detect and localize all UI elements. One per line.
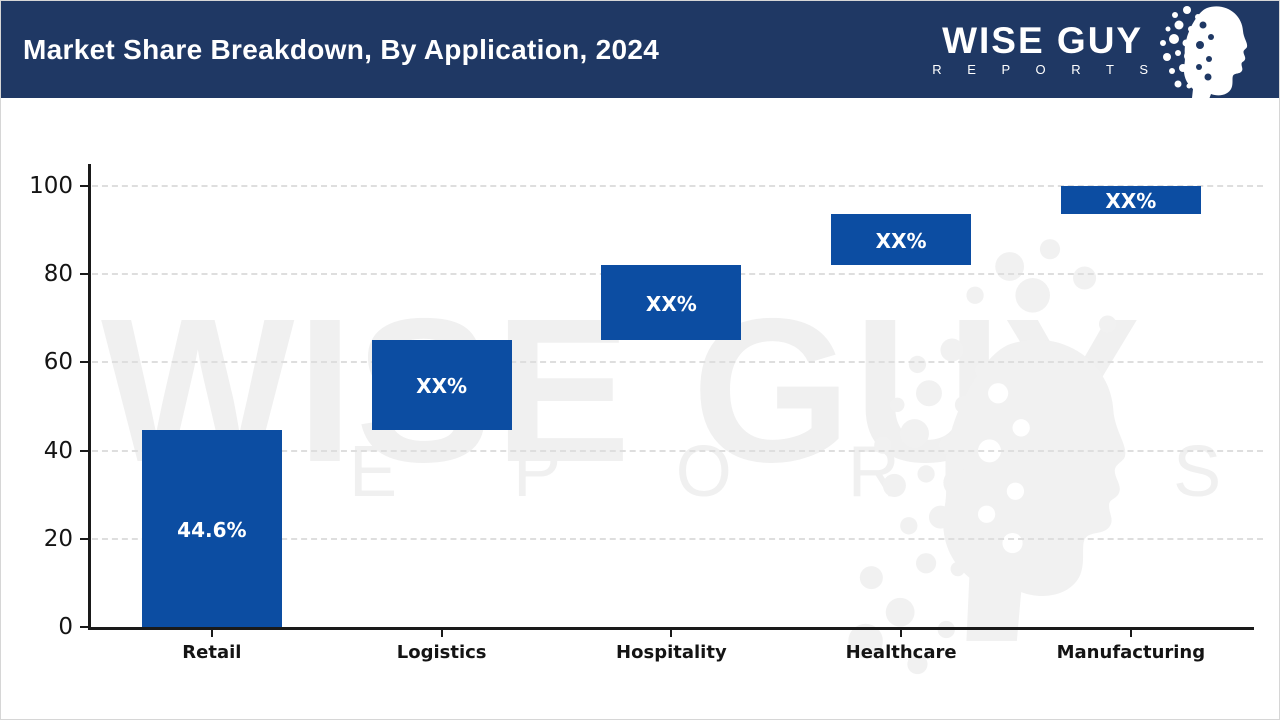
logo-subtitle: R E P O R T S: [932, 62, 1159, 77]
x-axis-label-healthcare: Healthcare: [845, 642, 957, 663]
logo-title: WISE GUY: [942, 20, 1144, 61]
gridline-y100: [92, 185, 1263, 187]
y-axis-label: 20: [43, 525, 73, 552]
watermark-head-icon: [848, 239, 1126, 675]
x-axis-label-logistics: Logistics: [396, 642, 487, 663]
chart-area: WISE GUY R E P O R T S 0 20 40 60 80 10: [1, 98, 1279, 719]
x-axis-label-hospitality: Hospitality: [616, 642, 727, 663]
bar-value-label: XX%: [645, 291, 697, 316]
bar-value-label: XX%: [1105, 189, 1157, 214]
y-axis-label: 100: [29, 173, 73, 199]
logo-head-icon: [1160, 6, 1248, 98]
bar-value-label: XX%: [416, 374, 468, 399]
page-title: Market Share Breakdown, By Application, …: [23, 33, 660, 65]
y-axis-label: 0: [58, 614, 73, 640]
y-axis-tick: [80, 449, 89, 452]
bar-hospitality: [601, 265, 742, 341]
x-axis-label-manufacturing: Manufacturing: [1056, 642, 1206, 663]
y-axis-label: 40: [43, 437, 73, 464]
logo-wordmark: WISE GUY R E P O R T S: [926, 22, 1159, 77]
bar-value-label: XX%: [875, 228, 927, 253]
x-axis-tick: [210, 629, 213, 637]
y-axis-tick: [80, 273, 89, 276]
x-axis-tick: [440, 629, 443, 637]
logo: WISE GUY R E P O R T S: [926, 1, 1263, 98]
bar-healthcare: [831, 214, 972, 266]
bar-logistics: [371, 340, 512, 431]
y-axis-tick: [80, 185, 89, 187]
bar-retail: [141, 430, 282, 627]
gridline-y40: [92, 449, 1263, 452]
x-axis-line: [88, 627, 1254, 630]
bar-manufacturing: [1060, 186, 1201, 215]
x-axis-label-retail: Retail: [182, 642, 242, 663]
x-axis-tick: [670, 629, 673, 637]
y-axis-tick: [80, 537, 89, 540]
y-axis-tick: [80, 361, 89, 364]
y-axis-label: 80: [43, 261, 73, 288]
x-axis-tick: [900, 629, 903, 637]
y-axis-line: [88, 164, 91, 630]
gridline-y60: [92, 361, 1263, 364]
y-axis-tick: [80, 626, 89, 628]
header: Market Share Breakdown, By Application, …: [1, 1, 1279, 98]
gridline-y20: [92, 537, 1263, 540]
x-axis-tick: [1129, 629, 1132, 637]
bar-value-label: 44.6%: [177, 517, 247, 542]
y-axis-label: 60: [43, 349, 73, 376]
